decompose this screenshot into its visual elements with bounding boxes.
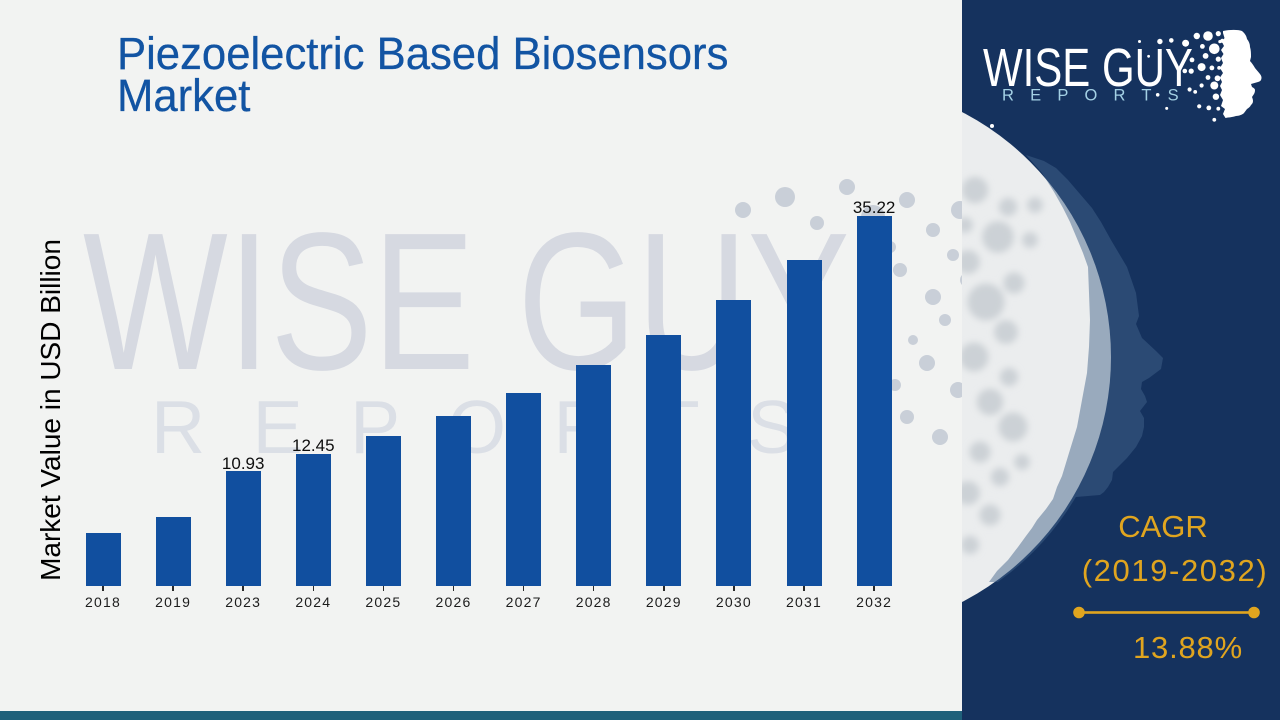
svg-text:REPORTS: REPORTS — [1002, 87, 1195, 105]
svg-text:REPORTS: REPORTS — [151, 385, 845, 469]
svg-text:13.88%: 13.88% — [1133, 630, 1243, 665]
svg-text:WISE GUY: WISE GUY — [983, 38, 1193, 98]
svg-text:CAGR: CAGR — [1118, 509, 1208, 544]
svg-text:(2019-2032): (2019-2032) — [1082, 553, 1269, 588]
